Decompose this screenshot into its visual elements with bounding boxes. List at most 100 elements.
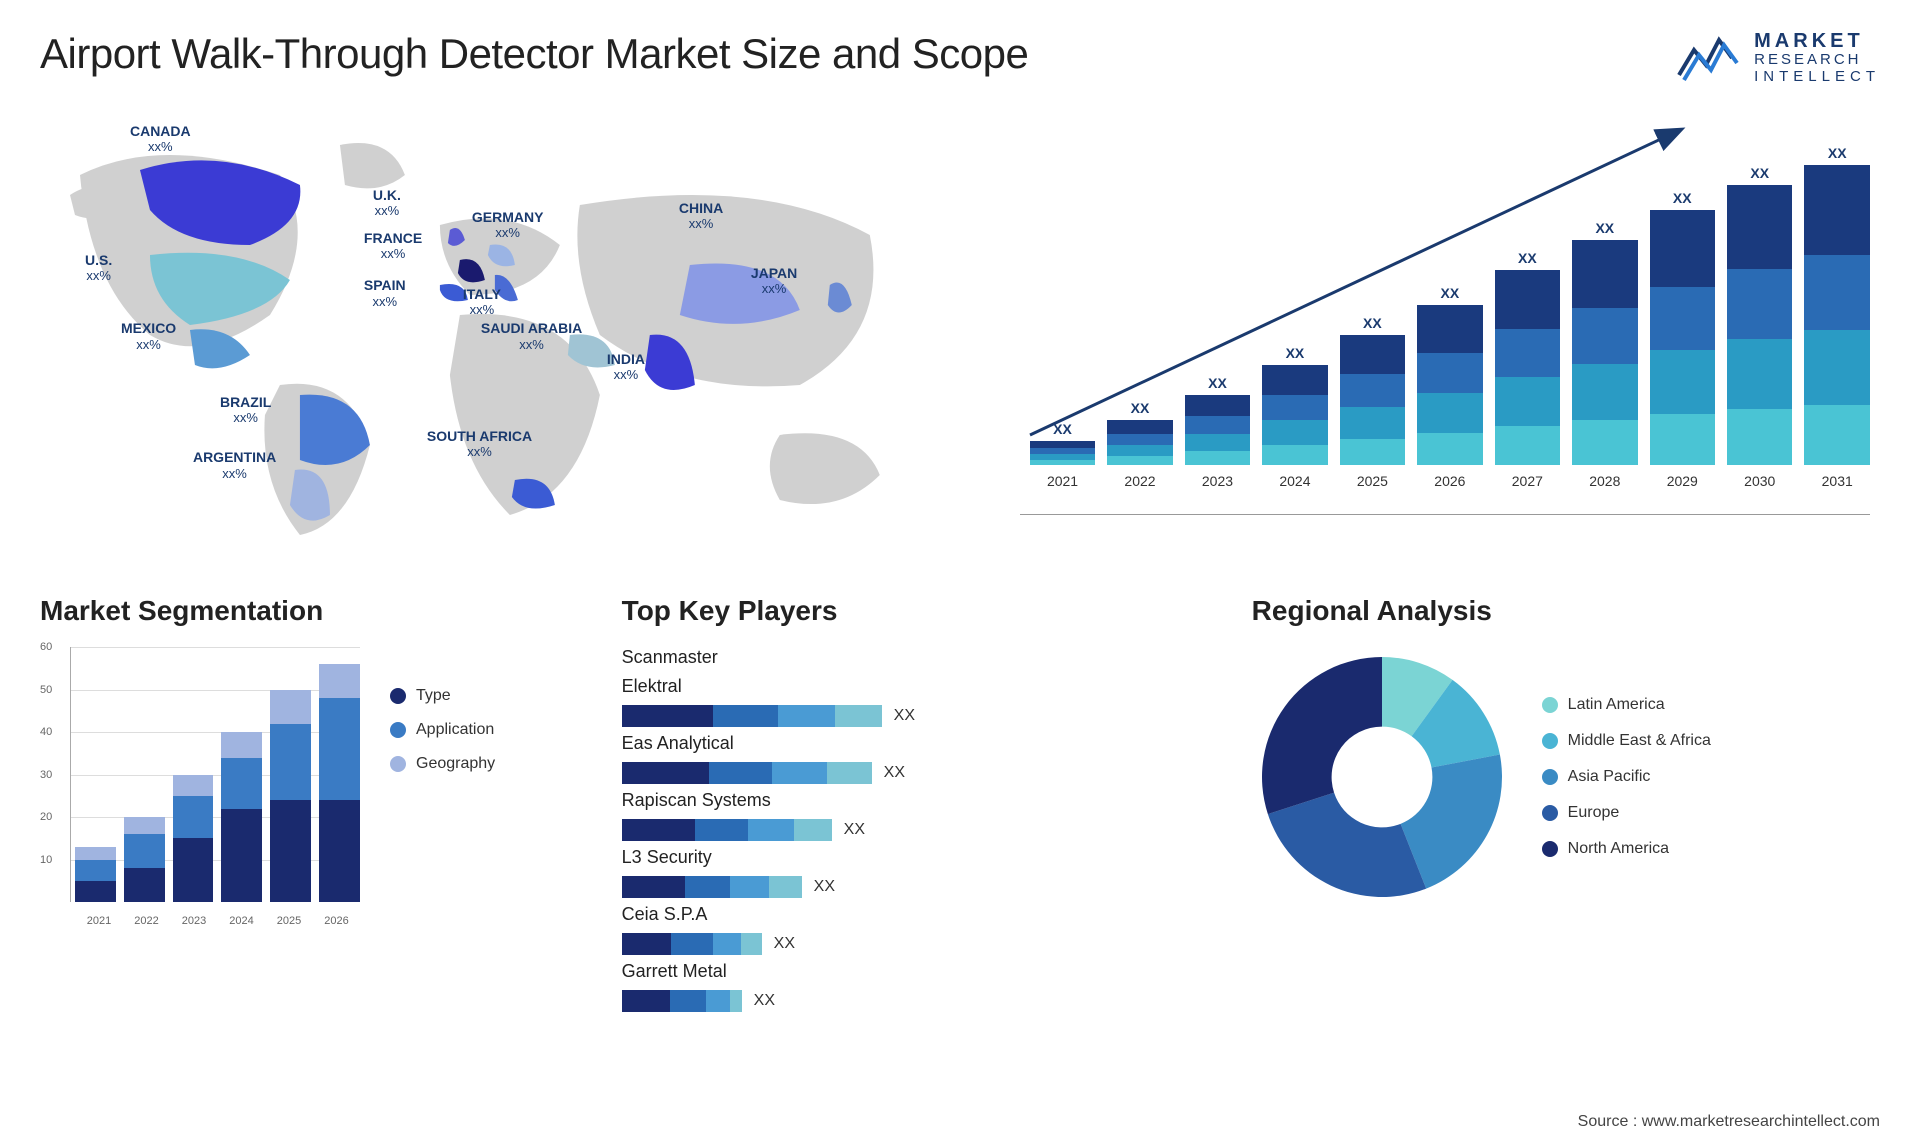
growth-bar-label: XX (1286, 345, 1305, 361)
seg-bar-2024 (221, 732, 262, 902)
growth-year-label: 2021 (1030, 473, 1095, 489)
segmentation-chart: 102030405060202120222023202420252026 Typ… (40, 647, 572, 927)
growth-year-label: 2030 (1727, 473, 1792, 489)
growth-bar-label: XX (1828, 145, 1847, 161)
seg-bar-2025 (270, 690, 311, 903)
growth-bar-2025: XX (1340, 315, 1405, 465)
map-label-u.s.: U.S.xx% (85, 253, 112, 284)
legend-label: Middle East & Africa (1568, 732, 1711, 750)
growth-bar-label: XX (1053, 421, 1072, 437)
growth-bar-2024: XX (1262, 345, 1327, 465)
growth-bar-label: XX (1441, 285, 1460, 301)
seg-bar-2026 (319, 664, 360, 902)
key-player-bar: XX (622, 876, 1202, 898)
legend-label: Geography (416, 755, 495, 773)
growth-year-label: 2025 (1340, 473, 1405, 489)
map-label-spain: SPAINxx% (364, 278, 406, 309)
seg-year-label: 2022 (134, 915, 158, 927)
legend-label: North America (1568, 840, 1669, 858)
key-player-value: XX (894, 707, 915, 725)
seg-year-label: 2021 (87, 915, 111, 927)
regional-legend-item: North America (1542, 840, 1711, 858)
logo-icon (1674, 30, 1744, 85)
growth-bar-2029: XX (1650, 190, 1715, 465)
seg-ytick: 30 (40, 769, 52, 781)
growth-year-label: 2027 (1495, 473, 1560, 489)
legend-dot-icon (390, 722, 406, 738)
legend-label: Latin America (1568, 696, 1665, 714)
seg-ytick: 50 (40, 684, 52, 696)
legend-dot-icon (1542, 805, 1558, 821)
key-player-name: Eas Analytical (622, 733, 1202, 754)
key-player-name: Garrett Metal (622, 961, 1202, 982)
regional-chart: Latin America Middle East & Africa Asia Pa… (1252, 647, 1880, 907)
key-player-name: Elektral (622, 676, 1202, 697)
growth-year-label: 2026 (1417, 473, 1482, 489)
legend-label: Asia Pacific (1568, 768, 1651, 786)
source-text: Source : www.marketresearchintellect.com (1578, 1113, 1880, 1131)
map-label-france: FRANCExx% (364, 231, 422, 262)
map-label-germany: GERMANYxx% (472, 210, 544, 241)
seg-year-label: 2024 (229, 915, 253, 927)
legend-label: Europe (1568, 804, 1620, 822)
key-player-value: XX (844, 821, 865, 839)
donut-slice (1262, 657, 1382, 814)
key-players-title: Top Key Players (622, 595, 1202, 627)
donut-icon (1252, 647, 1512, 907)
seg-legend-item: Application (390, 721, 495, 739)
donut-slice (1268, 793, 1426, 897)
map-label-china: CHINAxx% (679, 201, 723, 232)
growth-year-label: 2031 (1804, 473, 1869, 489)
seg-year-label: 2026 (324, 915, 348, 927)
regional-legend-item: Latin America (1542, 696, 1711, 714)
growth-chart: XXXXXXXXXXXXXXXXXXXXXX 20212022202320242… (980, 115, 1880, 545)
seg-legend-item: Type (390, 687, 495, 705)
legend-dot-icon (1542, 697, 1558, 713)
seg-year-label: 2023 (182, 915, 206, 927)
key-player-bar: XX (622, 762, 1202, 784)
map-label-u.k.: U.K.xx% (373, 188, 401, 219)
growth-bar-label: XX (1208, 375, 1227, 391)
key-player-value: XX (754, 992, 775, 1010)
key-player-name: L3 Security (622, 847, 1202, 868)
growth-bar-label: XX (1673, 190, 1692, 206)
map-label-brazil: BRAZILxx% (220, 395, 271, 426)
legend-dot-icon (390, 756, 406, 772)
map-label-argentina: ARGENTINAxx% (193, 450, 276, 481)
regional-title: Regional Analysis (1252, 595, 1880, 627)
key-player-bar: XX (622, 705, 1202, 727)
seg-bar-2022 (124, 817, 165, 902)
seg-year-label: 2025 (277, 915, 301, 927)
map-label-canada: CANADAxx% (130, 124, 191, 155)
growth-year-label: 2024 (1262, 473, 1327, 489)
key-player-value: XX (774, 935, 795, 953)
growth-bar-2023: XX (1185, 375, 1250, 465)
growth-bar-label: XX (1518, 250, 1537, 266)
growth-bar-2030: XX (1727, 165, 1792, 465)
map-label-saudi-arabia: SAUDI ARABIAxx% (481, 321, 582, 352)
growth-year-label: 2028 (1572, 473, 1637, 489)
growth-bar-2031: XX (1804, 145, 1869, 465)
page-title: Airport Walk-Through Detector Market Siz… (40, 30, 1028, 78)
seg-ytick: 60 (40, 641, 52, 653)
growth-bar-2026: XX (1417, 285, 1482, 465)
map-label-japan: JAPANxx% (751, 266, 797, 297)
growth-year-label: 2023 (1185, 473, 1250, 489)
growth-bar-2028: XX (1572, 220, 1637, 465)
seg-legend-item: Geography (390, 755, 495, 773)
growth-year-label: 2029 (1650, 473, 1715, 489)
growth-bar-2027: XX (1495, 250, 1560, 465)
key-player-name: Rapiscan Systems (622, 790, 1202, 811)
key-player-name: Ceia S.P.A (622, 904, 1202, 925)
map-label-italy: ITALYxx% (463, 287, 501, 318)
growth-bar-label: XX (1363, 315, 1382, 331)
growth-bar-label: XX (1750, 165, 1769, 181)
world-map: CANADAxx% U.S.xx% MEXICOxx% BRAZILxx% ARGENT… (40, 115, 940, 545)
growth-bar-label: XX (1131, 400, 1150, 416)
legend-dot-icon (1542, 733, 1558, 749)
map-label-south-africa: SOUTH AFRICAxx% (427, 429, 532, 460)
key-player-value: XX (884, 764, 905, 782)
regional-legend-item: Middle East & Africa (1542, 732, 1711, 750)
growth-bar-label: XX (1595, 220, 1614, 236)
map-label-mexico: MEXICOxx% (121, 321, 176, 352)
